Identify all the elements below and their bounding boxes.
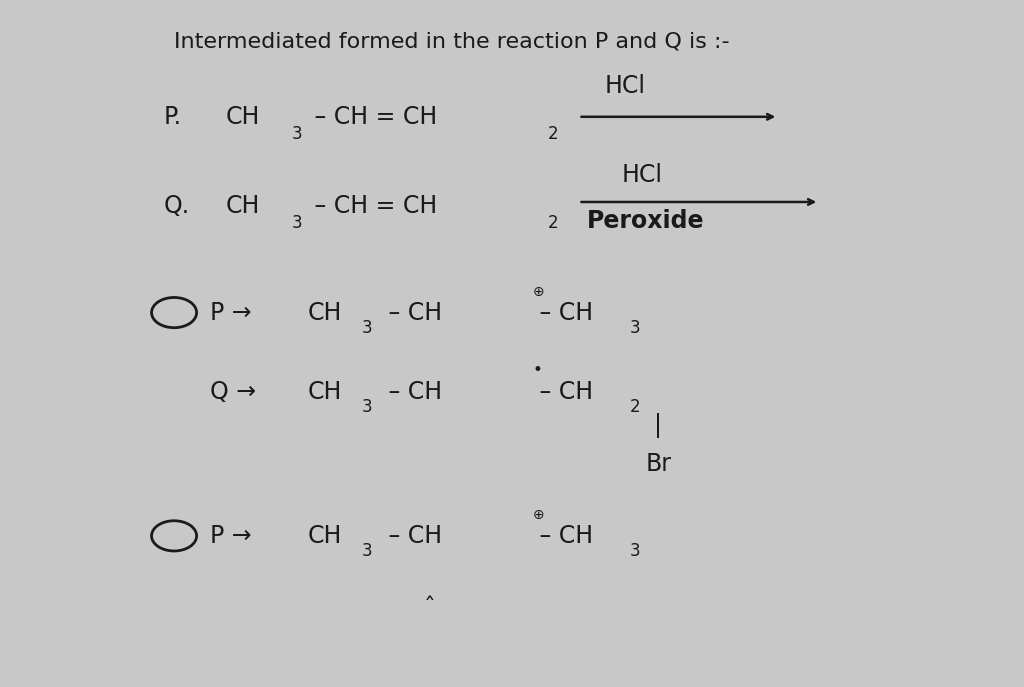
- Text: P.: P.: [164, 105, 182, 128]
- Text: 3: 3: [361, 319, 372, 337]
- Text: – CH: – CH: [381, 301, 442, 324]
- Text: 3: 3: [630, 542, 640, 560]
- Text: – CH = CH: – CH = CH: [307, 105, 437, 128]
- Text: HCl: HCl: [622, 164, 663, 187]
- Text: P →: P →: [210, 524, 252, 548]
- Text: Br: Br: [645, 452, 672, 475]
- Text: CH: CH: [307, 380, 342, 403]
- Text: – CH = CH: – CH = CH: [307, 194, 437, 218]
- Text: Intermediated formed in the reaction P and Q is :-: Intermediated formed in the reaction P a…: [174, 31, 730, 52]
- Text: 3: 3: [630, 319, 640, 337]
- Text: 3: 3: [292, 125, 302, 143]
- Text: 3: 3: [361, 542, 372, 560]
- Text: •: •: [532, 361, 543, 379]
- Text: – CH: – CH: [381, 524, 442, 548]
- Text: Peroxide: Peroxide: [587, 210, 705, 233]
- Text: Q →: Q →: [210, 380, 256, 403]
- Text: Q.: Q.: [164, 194, 190, 218]
- Text: – CH: – CH: [532, 301, 594, 324]
- Text: 3: 3: [361, 398, 372, 416]
- Text: P →: P →: [210, 301, 252, 324]
- Text: – CH: – CH: [532, 380, 594, 403]
- Text: 2: 2: [630, 398, 640, 416]
- Text: – CH: – CH: [381, 380, 442, 403]
- Text: |: |: [654, 414, 663, 438]
- Text: ˆ: ˆ: [424, 596, 436, 620]
- Text: CH: CH: [225, 105, 260, 128]
- Text: 3: 3: [292, 214, 302, 232]
- Text: – CH: – CH: [532, 524, 594, 548]
- Text: 2: 2: [548, 214, 558, 232]
- Text: ⊕: ⊕: [532, 285, 544, 299]
- Text: CH: CH: [307, 301, 342, 324]
- Text: CH: CH: [225, 194, 260, 218]
- Text: ⊕: ⊕: [532, 508, 544, 522]
- Text: CH: CH: [307, 524, 342, 548]
- Text: HCl: HCl: [604, 74, 645, 98]
- Text: 2: 2: [548, 125, 558, 143]
